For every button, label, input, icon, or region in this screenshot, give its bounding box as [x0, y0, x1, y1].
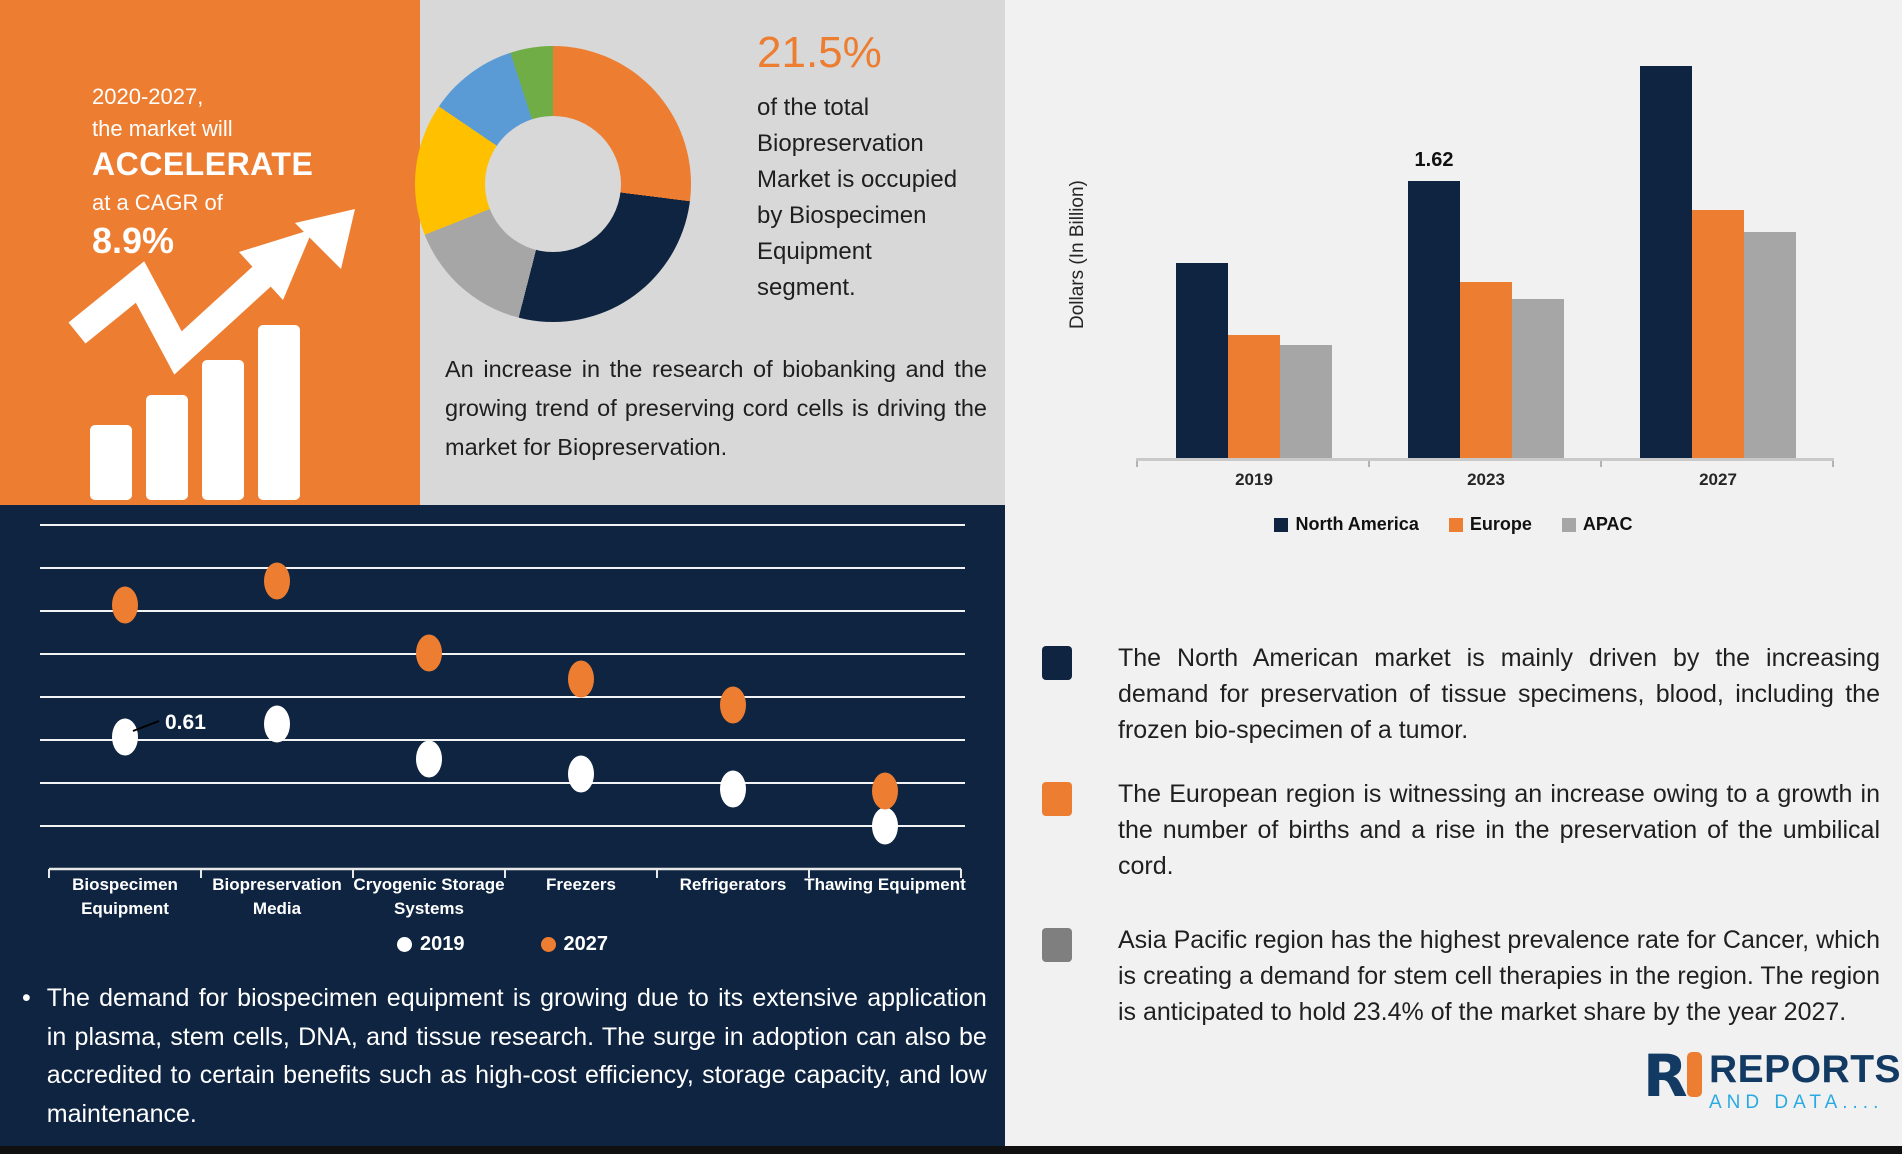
north-america-swatch-icon: [1042, 646, 1072, 680]
bar-north-america-2019: [1176, 263, 1228, 458]
dot-plot-category-label: Thawing Equipment: [804, 875, 966, 894]
headline-line: Market is occupied: [757, 166, 958, 193]
dot-plot-panel: 0.61 Biospecimen Equipment Biopreservatio…: [0, 505, 1005, 1154]
dot-plot-category-label: Freezers: [546, 875, 616, 894]
bar-north-america-2023: [1408, 181, 1460, 458]
bar-chart-y-axis-label: Dollars (In Billion): [1067, 180, 1088, 330]
bar-axis-tick: [1832, 458, 1834, 467]
legend-item-north-america: North America: [1274, 514, 1419, 535]
headline-line: of the total: [757, 94, 870, 121]
bar-apac-2027: [1744, 232, 1796, 458]
logo-reports-text: REPORTS: [1709, 1048, 1902, 1091]
logo-r-icon: R: [1643, 1042, 1709, 1112]
headline-line: Biopreservation: [757, 130, 924, 157]
bar-data-label: 1.62: [1414, 149, 1454, 171]
accelerate-word: ACCELERATE: [92, 146, 314, 182]
dot-plot-legend: 2019 2027: [0, 933, 1005, 956]
bottom-strip: [0, 1146, 1902, 1154]
apac-text: Asia Pacific region has the highest prev…: [1118, 926, 1880, 1026]
accelerate-cagr: at a CAGR of: [92, 190, 223, 215]
legend-item-2027: 2027: [540, 933, 609, 956]
legend-2027-dot-icon: [540, 937, 556, 952]
dot-plot-category-label: Cryogenic Storage Systems: [353, 875, 505, 918]
logo-orange-bar-icon: [1687, 1052, 1702, 1097]
legend-apac-swatch-icon: [1561, 517, 1576, 532]
intro-paragraph: An increase in the research of biobankin…: [445, 356, 987, 460]
bar-chart-axis: [1136, 458, 1834, 461]
legend-2027-label: 2027: [563, 933, 609, 955]
legend-2019-label: 2019: [420, 933, 465, 955]
bar-chart-legend: North America Europe APAC: [1005, 514, 1902, 535]
headline-line: Equipment: [757, 238, 872, 265]
bullet-apac: Asia Pacific region has the highest prev…: [1042, 922, 1880, 1030]
brand-logo: R REPORTS AND DATA....: [1643, 1042, 1902, 1114]
bar-europe-2023: [1460, 282, 1512, 458]
market-demand-text: The demand for biospecimen equipment is …: [46, 984, 987, 1128]
bar-x-tick-label: 2023: [1467, 470, 1505, 489]
bar-apac-2019: [1280, 345, 1332, 458]
bullet-europe: The European region is witnessing an inc…: [1042, 776, 1880, 884]
bullet-marker: •: [22, 984, 31, 1012]
legend-europe-swatch-icon: [1448, 517, 1463, 532]
dot-plot-chart: 0.61: [40, 524, 965, 878]
growth-arrow-icon: [68, 209, 355, 500]
logo-r-glyph: R: [1643, 1042, 1688, 1110]
accelerate-panel: 2020-2027, the market will ACCELERATE at…: [0, 0, 420, 505]
headline-line: segment.: [757, 274, 856, 301]
apac-swatch-icon: [1042, 928, 1072, 962]
bar-north-america-2027: [1640, 66, 1692, 458]
legend-north-america-swatch-icon: [1274, 517, 1289, 532]
bar-europe-2027: [1692, 210, 1744, 458]
dot-plot-category-label: Biopreservation Media: [212, 875, 342, 918]
right-panel: Dollars (In Billion) 2019 2023 2027 1.62 No…: [1005, 0, 1902, 1154]
legend-north-america-label: North America: [1295, 514, 1419, 534]
headline-line: by Biospecimen: [757, 202, 927, 229]
logo-anddata-text: AND DATA....: [1709, 1092, 1884, 1113]
legend-2019-dot-icon: [397, 937, 412, 952]
donut-hole: [485, 116, 621, 252]
donut-panel: 21.5% of the total Biopreservation Marke…: [415, 0, 1005, 505]
svg-text:0.61: 0.61: [165, 711, 206, 734]
legend-item-apac: APAC: [1561, 514, 1633, 535]
bar-axis-tick: [1600, 458, 1602, 467]
legend-apac-label: APAC: [1582, 514, 1633, 534]
europe-swatch-icon: [1042, 782, 1072, 816]
north-america-text: The North American market is mainly driv…: [1118, 644, 1880, 744]
dot-plot-category-label: Biospecimen Equipment: [72, 875, 178, 918]
bullet-north-america: The North American market is mainly driv…: [1042, 640, 1880, 748]
bar-europe-2019: [1228, 335, 1280, 458]
legend-europe-label: Europe: [1469, 514, 1532, 534]
bar-axis-tick: [1368, 458, 1370, 467]
accelerate-percent: 8.9%: [92, 220, 175, 261]
europe-text: The European region is witnessing an inc…: [1118, 780, 1880, 880]
dot-plot-category-label: Refrigerators: [679, 875, 787, 894]
bar-x-tick-label: 2019: [1235, 470, 1273, 489]
bar-axis-tick: [1136, 458, 1138, 467]
headline-value: 21.5%: [757, 28, 882, 77]
accelerate-years: 2020-2027,: [92, 84, 204, 109]
bar-apac-2023: [1512, 299, 1564, 458]
legend-item-2019: 2019: [397, 933, 465, 956]
legend-item-europe: Europe: [1448, 514, 1532, 535]
market-demand-bullet: • The demand for biospecimen equipment i…: [22, 979, 988, 1133]
bar-x-tick-label: 2027: [1699, 470, 1737, 489]
accelerate-text: the market will: [92, 116, 233, 141]
